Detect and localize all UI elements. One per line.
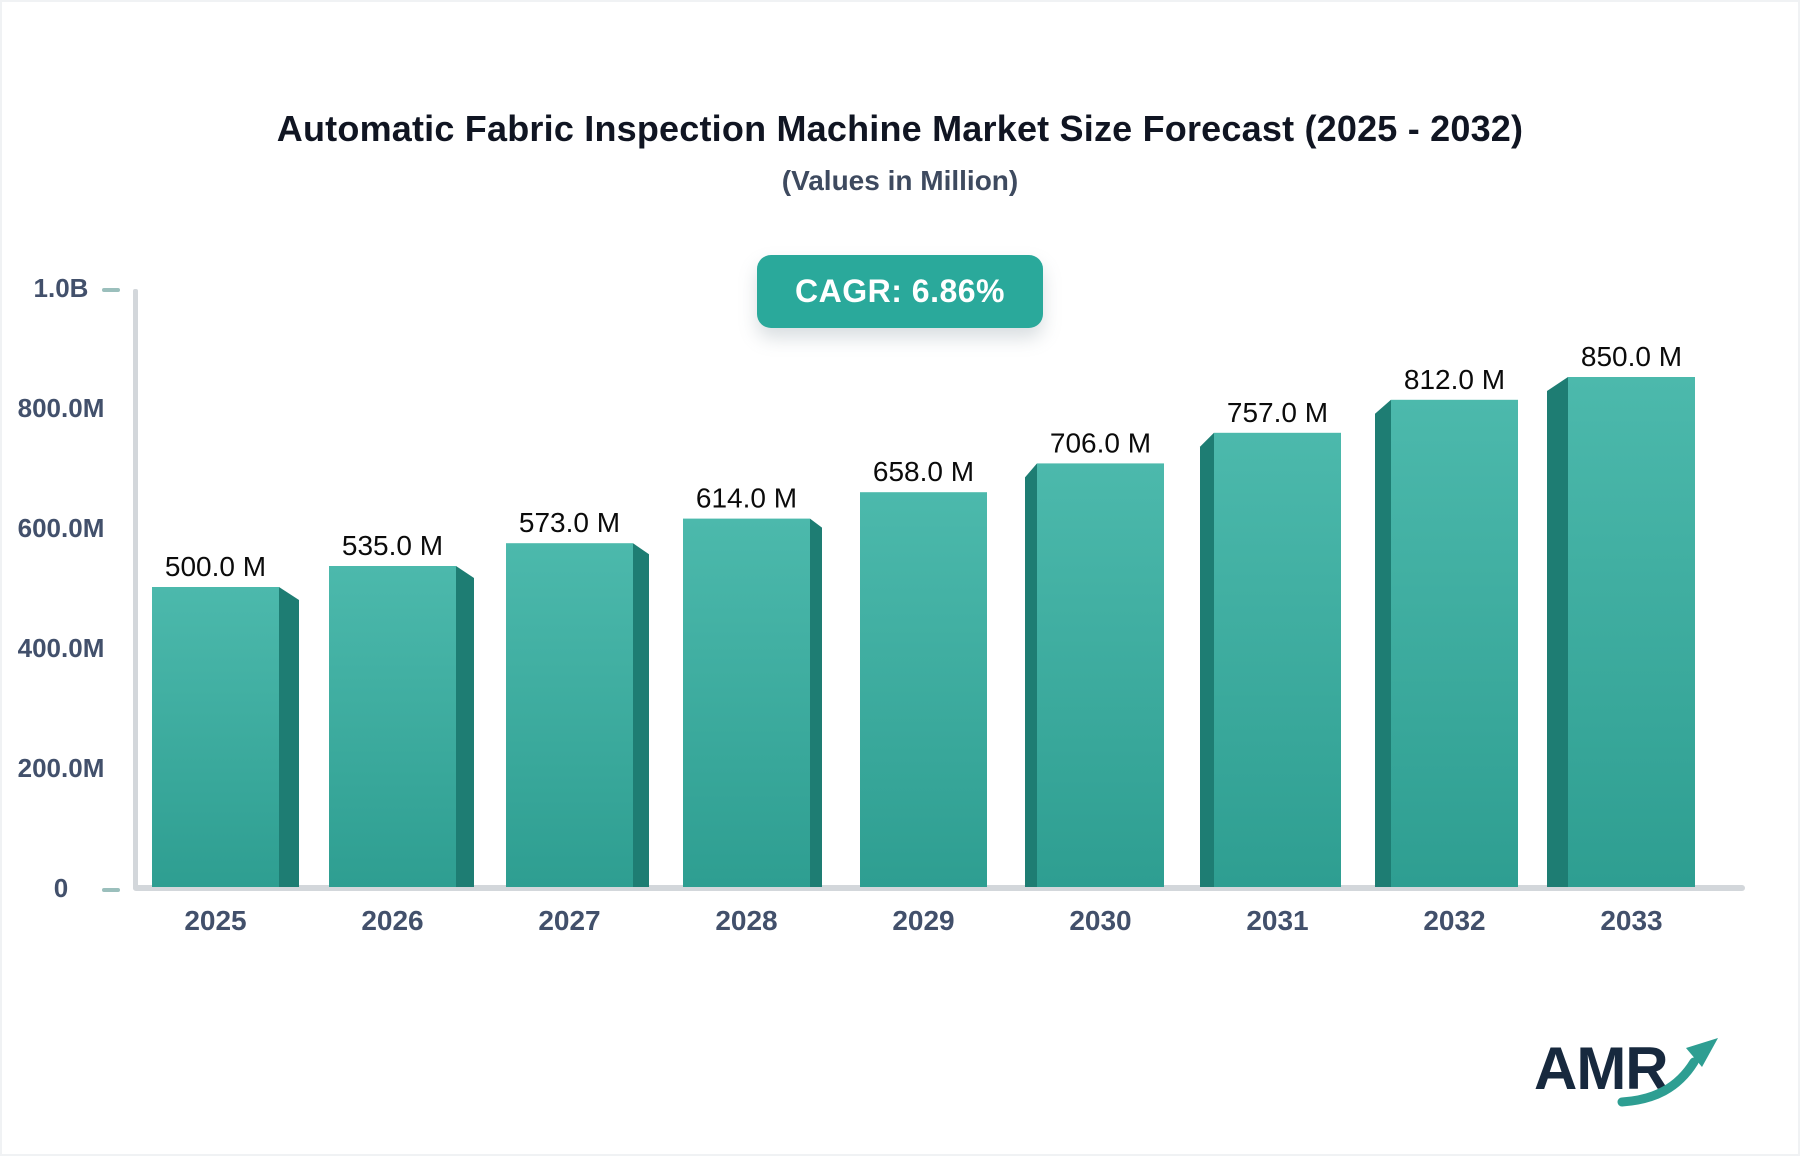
y-tick-dash-1.0B <box>102 288 120 292</box>
bar-2026 <box>329 566 456 887</box>
x-axis-label-2026: 2026 <box>361 905 423 936</box>
bar-2033 <box>1568 377 1695 887</box>
cagr-badge-label: CAGR: 6.86% <box>795 273 1005 309</box>
bar-side-2028 <box>810 518 822 887</box>
amr-logo-text: AMR <box>1534 1035 1669 1102</box>
y-axis-label-800.0M: 800.0M <box>18 393 105 423</box>
x-axis-label-2028: 2028 <box>715 905 777 936</box>
bar-2031 <box>1214 432 1341 887</box>
x-axis-label-2029: 2029 <box>892 905 954 936</box>
y-axis-label-1.0B: 1.0B <box>34 273 89 303</box>
bar-value-label-2033: 850.0 M <box>1581 341 1682 372</box>
bar-2025 <box>152 587 279 887</box>
y-tick-dash-0 <box>102 888 120 892</box>
x-axis-label-2032: 2032 <box>1423 905 1485 936</box>
bar-value-label-2030: 706.0 M <box>1050 427 1151 458</box>
amr-logo: AMR <box>1534 1034 1774 1124</box>
bar-value-label-2026: 535.0 M <box>342 530 443 561</box>
y-axis-label-600.0M: 600.0M <box>18 513 105 543</box>
cagr-badge-row: CAGR: 6.86% <box>2 255 1798 328</box>
bar-2028 <box>683 518 810 887</box>
cagr-badge: CAGR: 6.86% <box>757 255 1043 328</box>
x-axis-label-2030: 2030 <box>1069 905 1131 936</box>
bar-value-label-2032: 812.0 M <box>1404 364 1505 395</box>
chart-title: Automatic Fabric Inspection Machine Mark… <box>276 108 1524 149</box>
y-axis-line <box>133 289 138 890</box>
x-axis-label-2027: 2027 <box>538 905 600 936</box>
bar-side-2026 <box>456 566 474 887</box>
x-axis-label-2025: 2025 <box>184 905 246 936</box>
y-axis-label-200.0M: 200.0M <box>18 753 105 783</box>
y-axis-label-400.0M: 400.0M <box>18 633 105 663</box>
x-axis-label-2033: 2033 <box>1600 905 1662 936</box>
chart-subtitle: (Values in Million) <box>781 165 1019 196</box>
bar-value-label-2027: 573.0 M <box>519 507 620 538</box>
x-axis-label-2031: 2031 <box>1246 905 1308 936</box>
bar-value-label-2025: 500.0 M <box>165 551 266 582</box>
bar-side-2031 <box>1200 432 1214 887</box>
bar-side-2032 <box>1375 399 1391 887</box>
bar-2032 <box>1391 399 1518 887</box>
bar-2029 <box>860 492 987 887</box>
bar-side-2033 <box>1547 377 1568 887</box>
bar-value-label-2028: 614.0 M <box>696 483 797 514</box>
y-axis-label-0: 0 <box>54 873 68 903</box>
bar-value-label-2031: 757.0 M <box>1227 397 1328 428</box>
bar-value-label-2029: 658.0 M <box>873 456 974 487</box>
bar-2030 <box>1037 463 1164 887</box>
bar-2027 <box>506 543 633 887</box>
bar-side-2027 <box>633 543 649 887</box>
bar-side-2025 <box>279 587 299 887</box>
bar-side-2030 <box>1025 463 1037 887</box>
growth-arrow-icon <box>1617 1038 1718 1107</box>
